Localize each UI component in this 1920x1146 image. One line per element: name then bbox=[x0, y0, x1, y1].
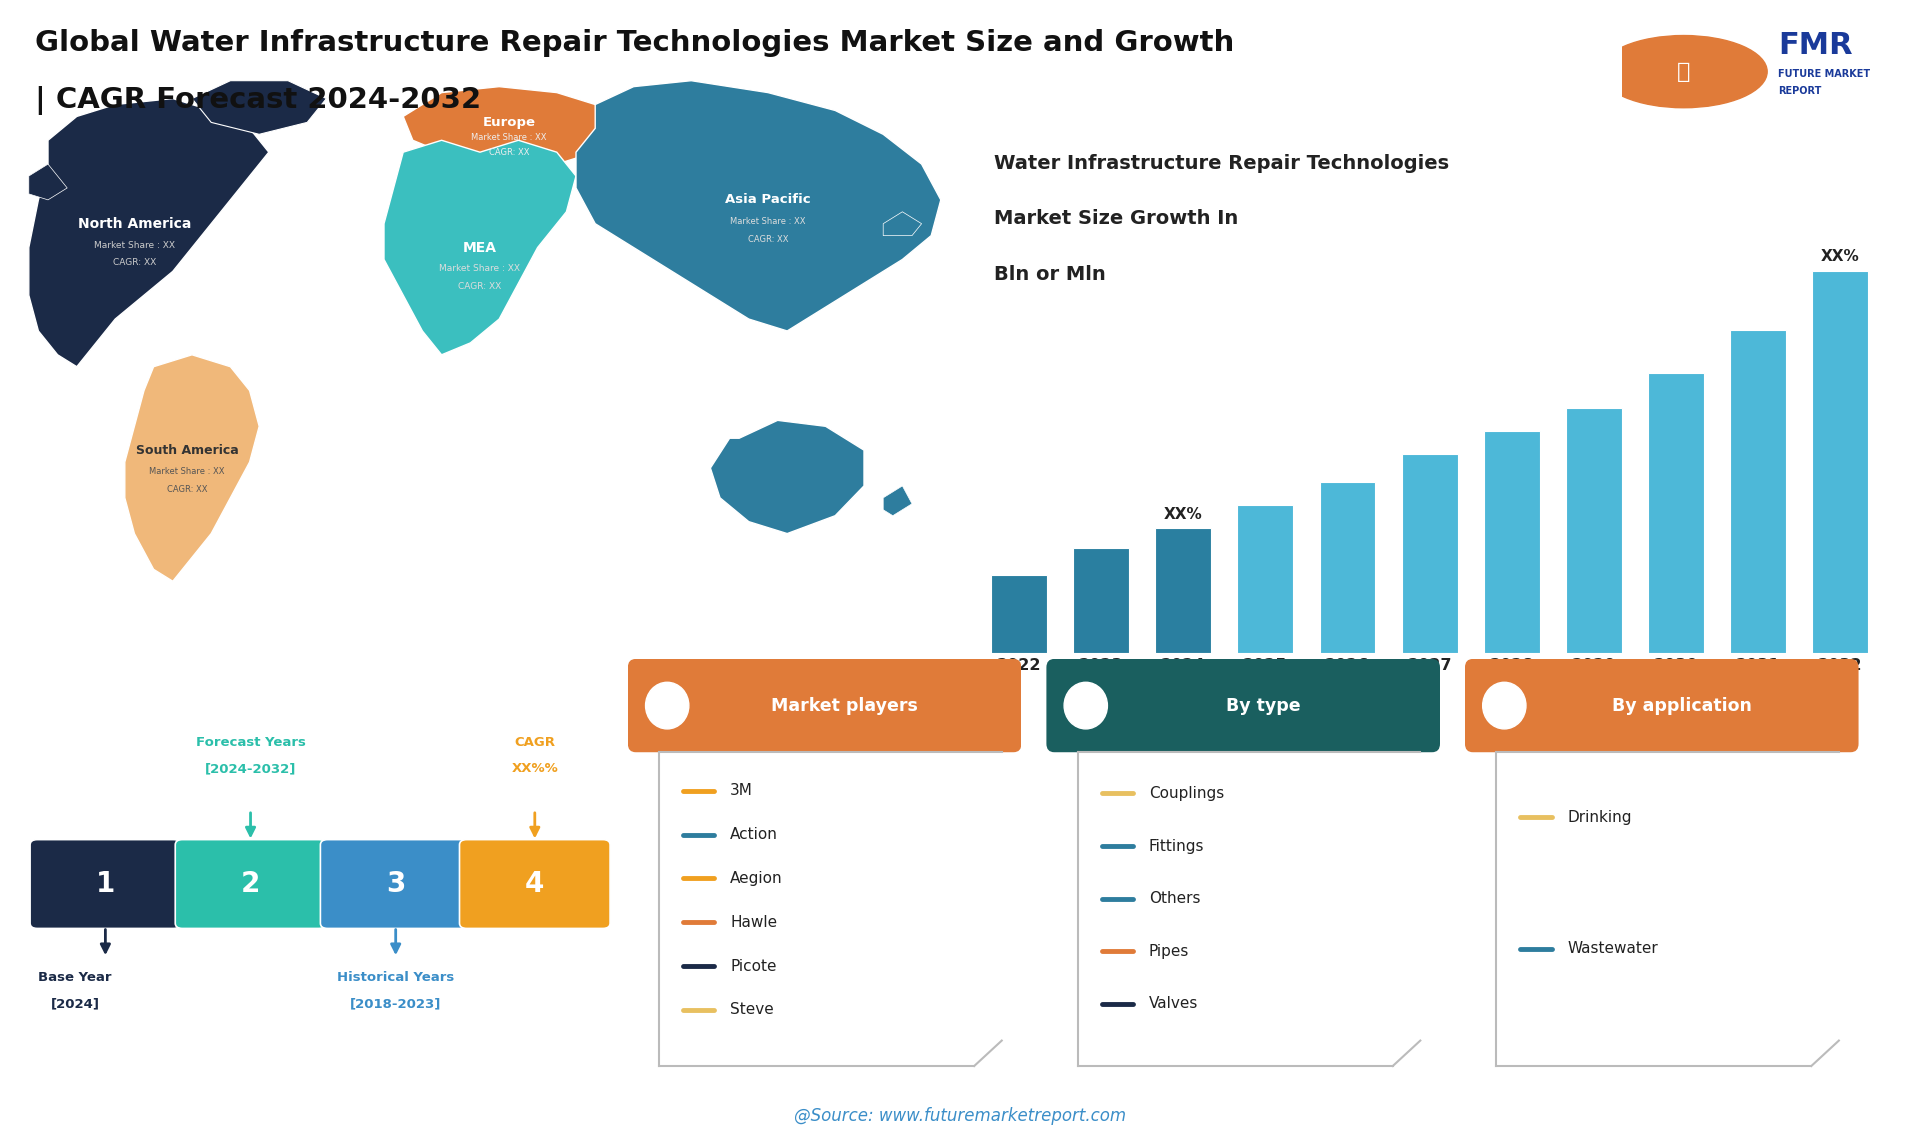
Bar bbox=[1073, 548, 1129, 653]
Text: CAGR: CAGR bbox=[515, 736, 555, 749]
Circle shape bbox=[645, 682, 689, 729]
Text: 3: 3 bbox=[386, 870, 405, 898]
Bar bbox=[1236, 505, 1294, 653]
Text: Water Infrastructure Repair Technologies: Water Infrastructure Repair Technologies bbox=[995, 154, 1450, 173]
Text: XX%: XX% bbox=[1820, 250, 1860, 265]
Text: [2018-2023]: [2018-2023] bbox=[349, 997, 442, 1011]
Text: Market players: Market players bbox=[772, 697, 918, 715]
Text: Europe: Europe bbox=[482, 116, 536, 128]
Text: North America: North America bbox=[77, 217, 192, 230]
Text: Steve: Steve bbox=[730, 1003, 774, 1018]
Text: Base Year: Base Year bbox=[38, 971, 111, 984]
FancyBboxPatch shape bbox=[628, 659, 1021, 752]
Text: Market Share : XX: Market Share : XX bbox=[150, 466, 225, 476]
Circle shape bbox=[1482, 682, 1526, 729]
FancyBboxPatch shape bbox=[1046, 659, 1440, 752]
Text: Market Share : XX: Market Share : XX bbox=[470, 133, 547, 142]
Text: South America: South America bbox=[136, 444, 238, 456]
Text: Market Size Growth In: Market Size Growth In bbox=[995, 210, 1238, 228]
Text: FUTURE MARKET: FUTURE MARKET bbox=[1778, 69, 1870, 79]
Text: Bln or Mln: Bln or Mln bbox=[995, 265, 1106, 284]
Text: Fittings: Fittings bbox=[1148, 839, 1204, 854]
Polygon shape bbox=[125, 355, 259, 581]
Text: Forecast Years: Forecast Years bbox=[196, 736, 305, 749]
Text: CAGR: XX: CAGR: XX bbox=[113, 258, 156, 267]
Text: CAGR: XX: CAGR: XX bbox=[459, 282, 501, 291]
Bar bbox=[1484, 431, 1540, 653]
FancyBboxPatch shape bbox=[459, 840, 611, 928]
Text: Global Water Infrastructure Repair Technologies Market Size and Growth: Global Water Infrastructure Repair Techn… bbox=[35, 29, 1235, 56]
Bar bbox=[1812, 272, 1868, 653]
Polygon shape bbox=[192, 80, 326, 134]
Text: Historical Years: Historical Years bbox=[338, 971, 455, 984]
Bar bbox=[1647, 372, 1703, 653]
Text: Wastewater: Wastewater bbox=[1567, 941, 1659, 956]
Text: Asia Pacific: Asia Pacific bbox=[726, 194, 810, 206]
FancyBboxPatch shape bbox=[31, 840, 180, 928]
Text: 3M: 3M bbox=[730, 784, 753, 799]
Polygon shape bbox=[403, 87, 614, 164]
FancyBboxPatch shape bbox=[321, 840, 470, 928]
Text: Others: Others bbox=[1148, 892, 1200, 906]
Circle shape bbox=[1064, 682, 1108, 729]
Polygon shape bbox=[883, 212, 922, 236]
Text: Aegion: Aegion bbox=[730, 871, 783, 886]
Bar bbox=[991, 575, 1046, 653]
Text: Drinking: Drinking bbox=[1567, 809, 1632, 825]
Text: [2024-2032]: [2024-2032] bbox=[205, 762, 296, 775]
Text: 1: 1 bbox=[96, 870, 115, 898]
Polygon shape bbox=[576, 80, 941, 331]
Text: CAGR: XX: CAGR: XX bbox=[747, 235, 789, 244]
Text: CAGR: XX: CAGR: XX bbox=[488, 148, 530, 157]
Text: Pipes: Pipes bbox=[1148, 943, 1188, 959]
Polygon shape bbox=[710, 421, 864, 534]
Text: | CAGR Forecast 2024-2032: | CAGR Forecast 2024-2032 bbox=[35, 86, 480, 115]
Text: MEA: MEA bbox=[463, 241, 497, 254]
Polygon shape bbox=[883, 486, 912, 516]
Text: XX%: XX% bbox=[1164, 507, 1202, 521]
Text: Hawle: Hawle bbox=[730, 915, 778, 929]
Bar bbox=[1567, 408, 1622, 653]
Text: XX%%: XX%% bbox=[511, 762, 559, 775]
Text: FMR: FMR bbox=[1778, 31, 1853, 60]
Polygon shape bbox=[29, 99, 269, 367]
Bar bbox=[1156, 528, 1212, 653]
Text: Market Share : XX: Market Share : XX bbox=[440, 265, 520, 274]
Text: Market Share : XX: Market Share : XX bbox=[730, 217, 806, 226]
Text: 4: 4 bbox=[524, 870, 545, 898]
Text: REPORT: REPORT bbox=[1778, 86, 1822, 96]
Text: Market Share : XX: Market Share : XX bbox=[94, 241, 175, 250]
Polygon shape bbox=[384, 140, 576, 355]
Text: [2024]: [2024] bbox=[50, 997, 100, 1011]
FancyBboxPatch shape bbox=[175, 840, 326, 928]
Text: By application: By application bbox=[1611, 697, 1751, 715]
Text: Action: Action bbox=[730, 827, 778, 842]
Text: By type: By type bbox=[1225, 697, 1300, 715]
FancyBboxPatch shape bbox=[1465, 659, 1859, 752]
Text: @Source: www.futuremarketreport.com: @Source: www.futuremarketreport.com bbox=[795, 1107, 1125, 1125]
Text: Picote: Picote bbox=[730, 958, 778, 974]
Text: 👁: 👁 bbox=[1676, 62, 1690, 81]
Bar bbox=[1730, 330, 1786, 653]
Text: 2: 2 bbox=[240, 870, 261, 898]
Bar bbox=[1402, 455, 1457, 653]
Polygon shape bbox=[29, 164, 67, 199]
Text: Couplings: Couplings bbox=[1148, 786, 1223, 801]
Text: Valves: Valves bbox=[1148, 996, 1198, 1011]
Bar bbox=[1319, 481, 1375, 653]
Text: CAGR: XX: CAGR: XX bbox=[167, 485, 207, 494]
Circle shape bbox=[1599, 36, 1766, 108]
